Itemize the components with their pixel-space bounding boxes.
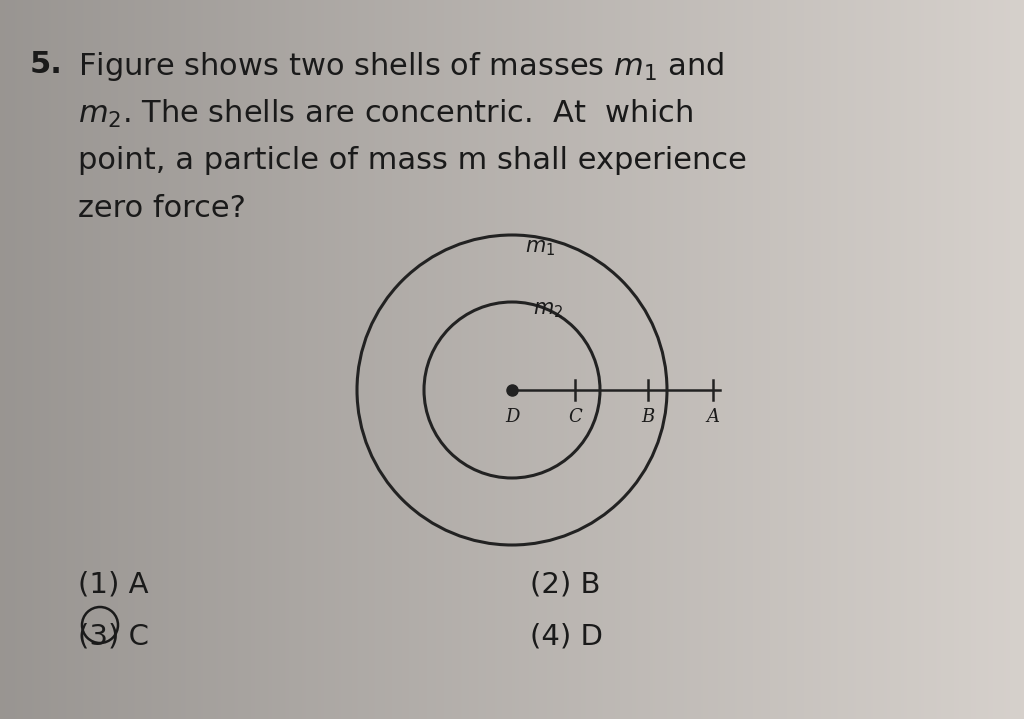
Text: (2) B: (2) B <box>530 570 600 598</box>
Text: zero force?: zero force? <box>78 194 246 223</box>
Text: $m_2$. The shells are concentric.  At  which: $m_2$. The shells are concentric. At whi… <box>78 98 693 130</box>
Text: $m_2$: $m_2$ <box>532 301 563 320</box>
Text: point, a particle of mass m shall experience: point, a particle of mass m shall experi… <box>78 146 746 175</box>
Text: Figure shows two shells of masses $m_1$ and: Figure shows two shells of masses $m_1$ … <box>78 50 724 83</box>
Text: D: D <box>505 408 519 426</box>
Text: (1) A: (1) A <box>78 570 148 598</box>
Text: $m_1$: $m_1$ <box>525 238 555 258</box>
Text: 5.: 5. <box>30 50 62 79</box>
Text: C: C <box>568 408 582 426</box>
Text: (3) C: (3) C <box>78 622 150 650</box>
Text: A: A <box>707 408 720 426</box>
Text: B: B <box>641 408 654 426</box>
Text: (4) D: (4) D <box>530 622 603 650</box>
